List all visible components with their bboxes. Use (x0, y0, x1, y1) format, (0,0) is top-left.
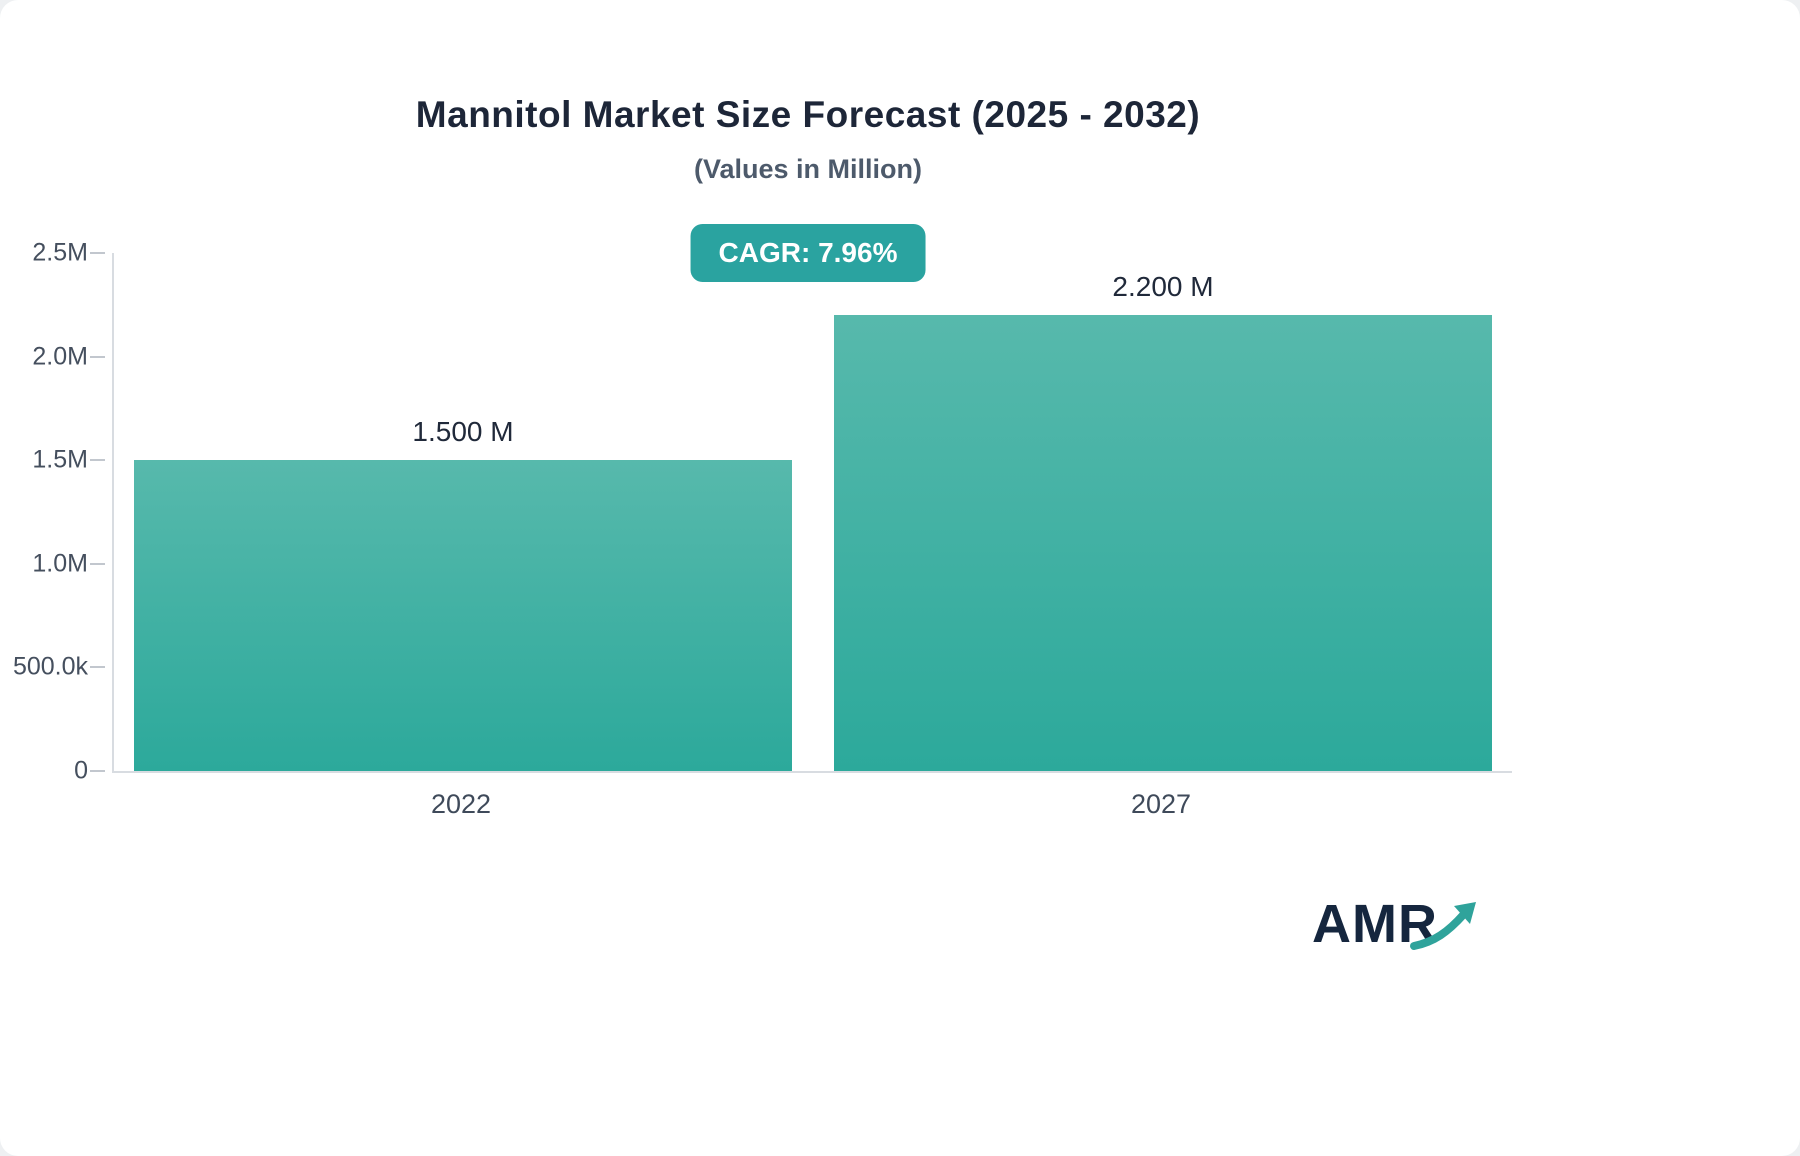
bar-2022: 1.500 M (134, 416, 792, 771)
y-tick-label: 0 (74, 756, 88, 785)
bars-container: 1.500 M 2.200 M (114, 253, 1512, 771)
y-tick-mark (90, 770, 105, 772)
bar-value-label: 2.200 M (1112, 271, 1214, 303)
y-tick-label: 1.0M (32, 549, 88, 578)
chart-subtitle: (Values in Million) (693, 154, 923, 184)
x-axis-label-2027: 2027 (1130, 789, 1192, 819)
plot-area: 1.500 M 2.200 M 0 500.0k 1.0M 1.5M 2.0M 2.5M (13, 239, 1512, 785)
chart-header: Mannitol Market Size Forecast (2025 - 20… (0, 0, 1616, 185)
y-tick-mark (90, 252, 105, 254)
y-tick-mark (90, 562, 105, 565)
y-tick-mark (90, 355, 105, 358)
amr-logo: AMR (1312, 893, 1482, 955)
y-tick-label: 1.5M (32, 445, 88, 474)
x-axis-labels: 2022 2027 (112, 789, 1510, 820)
y-tick-label: 2.0M (32, 342, 88, 371)
y-tick-label: 500.0k (12, 652, 88, 681)
x-axis-label-2022: 2022 (430, 789, 492, 819)
growth-arrow-icon (1410, 902, 1476, 950)
chart-title: Mannitol Market Size Forecast (2025 - 20… (415, 94, 1201, 135)
cagr-badge: CAGR: 7.96% (690, 224, 926, 282)
y-tick-mark (90, 666, 105, 669)
bar-2027: 2.200 M (834, 271, 1492, 771)
y-tick-mark (90, 459, 105, 462)
bar-value-label: 1.500 M (412, 416, 514, 448)
y-tick-label: 2.5M (32, 238, 88, 267)
